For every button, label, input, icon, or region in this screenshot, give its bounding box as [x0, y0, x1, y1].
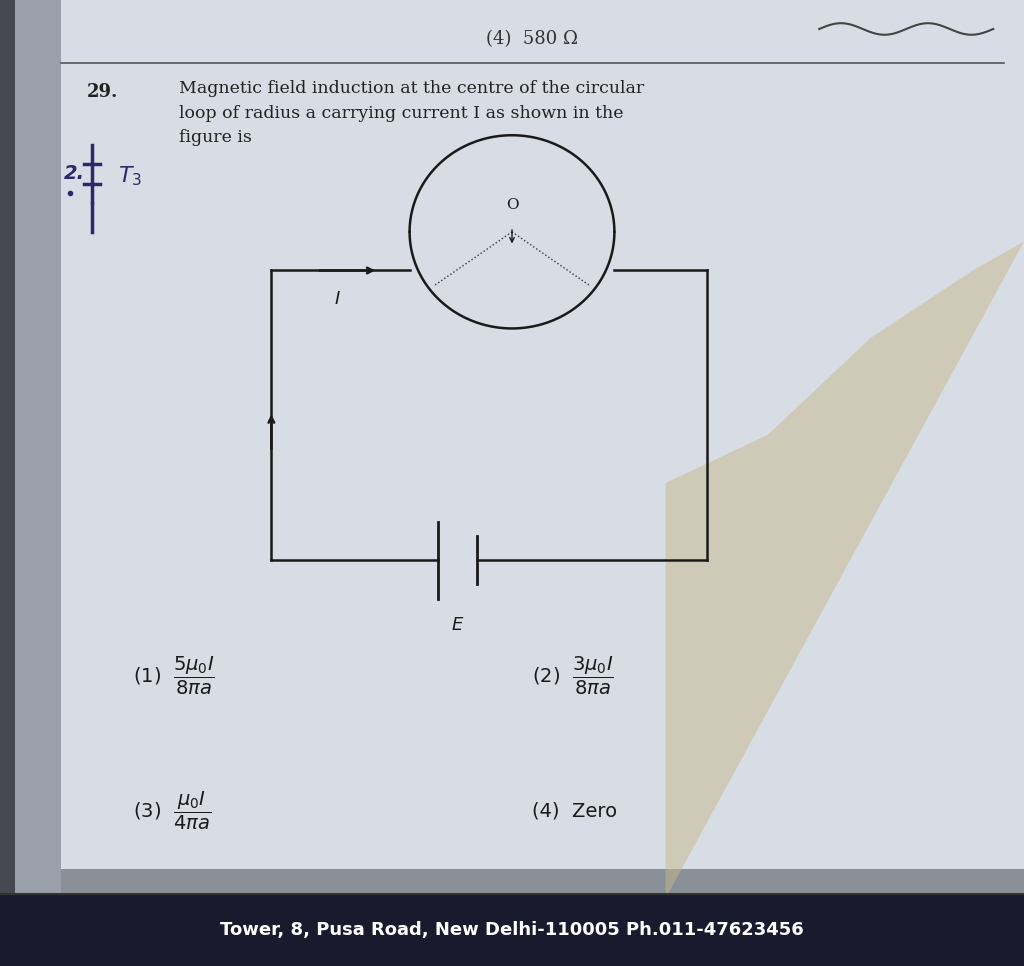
- Text: 2.: 2.: [63, 164, 85, 184]
- PathPatch shape: [666, 242, 1024, 898]
- Text: Magnetic field induction at the centre of the circular: Magnetic field induction at the centre o…: [179, 80, 644, 98]
- Text: Tower, 8, Pusa Road, New Delhi-110005 Ph.011-47623456: Tower, 8, Pusa Road, New Delhi-110005 Ph…: [220, 922, 804, 939]
- Text: (3)  $\dfrac{\mu_0 I}{4\pi a}$: (3) $\dfrac{\mu_0 I}{4\pi a}$: [133, 790, 211, 833]
- Text: loop of radius a carrying current I as shown in the: loop of radius a carrying current I as s…: [179, 104, 624, 122]
- FancyBboxPatch shape: [0, 869, 1024, 966]
- Text: $T_3$: $T_3$: [118, 164, 142, 187]
- Text: $I$: $I$: [334, 291, 341, 308]
- FancyBboxPatch shape: [0, 0, 1024, 898]
- Text: (4)  580 Ω: (4) 580 Ω: [486, 30, 579, 47]
- Text: $E$: $E$: [451, 616, 465, 635]
- Text: O: O: [506, 198, 518, 212]
- Text: (2)  $\dfrac{3\mu_0 I}{8\pi a}$: (2) $\dfrac{3\mu_0 I}{8\pi a}$: [532, 655, 614, 697]
- FancyBboxPatch shape: [0, 0, 61, 898]
- Text: (4)  Zero: (4) Zero: [532, 802, 617, 821]
- FancyBboxPatch shape: [0, 0, 15, 898]
- Text: 29.: 29.: [87, 83, 119, 100]
- FancyBboxPatch shape: [0, 894, 1024, 966]
- Text: (1)  $\dfrac{5\mu_0 I}{8\pi a}$: (1) $\dfrac{5\mu_0 I}{8\pi a}$: [133, 655, 215, 697]
- Text: figure is: figure is: [179, 128, 252, 146]
